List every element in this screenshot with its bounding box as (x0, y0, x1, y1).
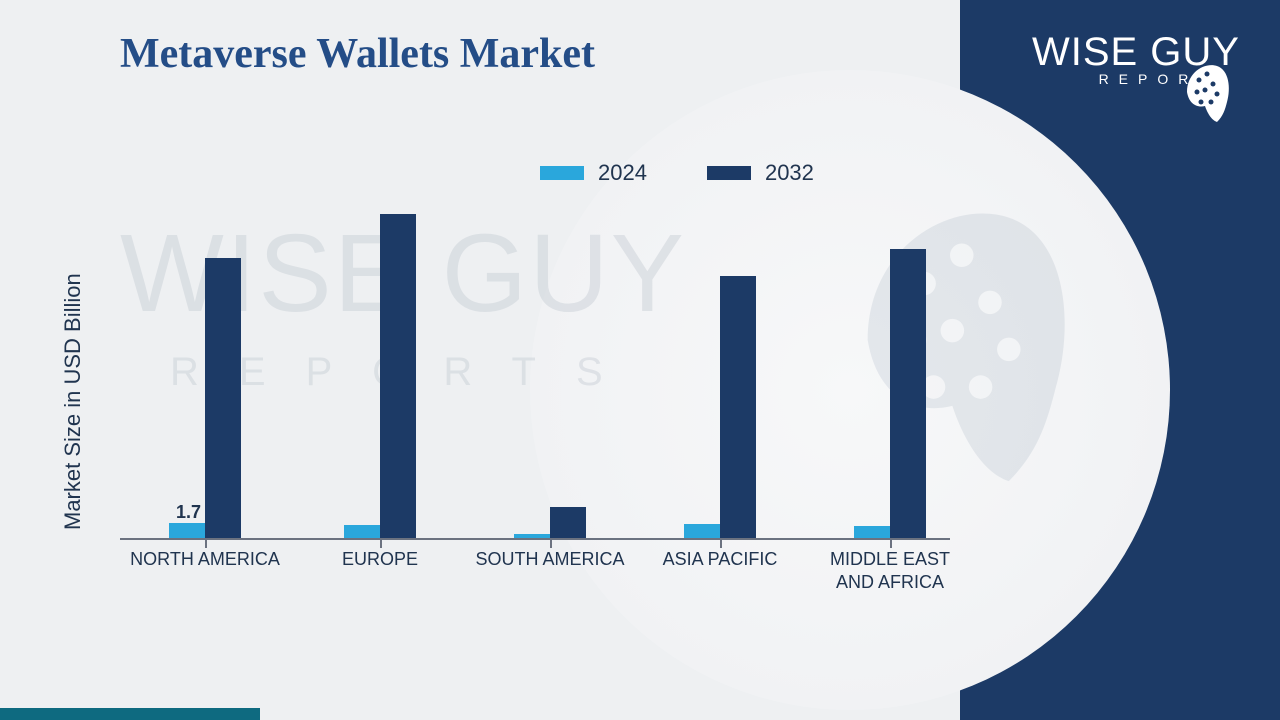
brand-logo: WISE GUY REPORTS (1032, 30, 1240, 87)
category-label: SOUTH AMERICA (475, 548, 625, 571)
bar-value-label: 1.7 (176, 502, 201, 523)
category-label: ASIA PACIFIC (645, 548, 795, 571)
axis-tick (550, 540, 552, 548)
head-icon (1177, 58, 1232, 126)
category-label: EUROPE (305, 548, 455, 571)
bar-2032-ap (720, 276, 756, 539)
bar-2032-na (205, 258, 241, 538)
axis-tick (720, 540, 722, 548)
bar-2024-eu (344, 525, 380, 538)
legend-item-2032: 2032 (707, 160, 814, 186)
legend: 2024 2032 (540, 160, 814, 186)
bar-2024-na (169, 523, 205, 538)
axis-tick (890, 540, 892, 548)
legend-item-2024: 2024 (540, 160, 647, 186)
category-label: NORTH AMERICA (130, 548, 280, 571)
y-axis-label: Market Size in USD Billion (60, 273, 86, 530)
bar-2024-ap (684, 524, 720, 538)
bar-2032-eu (380, 214, 416, 538)
category-label: MIDDLE EAST AND AFRICA (815, 548, 965, 593)
axis-tick (380, 540, 382, 548)
x-axis-line (120, 538, 950, 540)
chart-title: Metaverse Wallets Market (120, 30, 595, 78)
chart-plot: 1.7 (120, 190, 950, 540)
axis-tick (205, 540, 207, 548)
bar-2024-sa (514, 534, 550, 538)
bar-2024-mea (854, 526, 890, 538)
legend-label-b: 2032 (765, 160, 814, 186)
bar-2032-mea (890, 249, 926, 538)
legend-swatch-b (707, 166, 751, 180)
bar-2032-sa (550, 507, 586, 538)
legend-swatch-a (540, 166, 584, 180)
legend-label-a: 2024 (598, 160, 647, 186)
bottom-strip (0, 708, 260, 720)
